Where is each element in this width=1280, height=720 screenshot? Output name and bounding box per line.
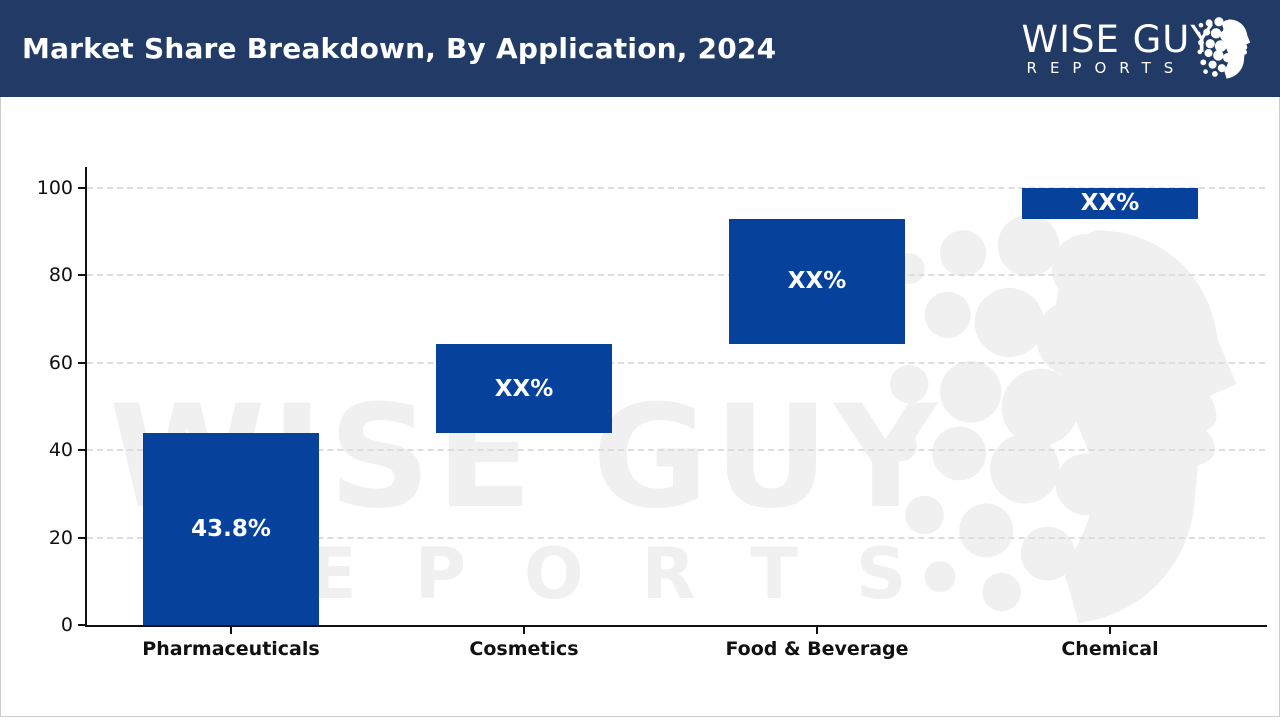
dotted-head-icon: [1196, 16, 1251, 79]
y-axis-tick-mark: [78, 536, 86, 539]
y-axis-tick-label: 20: [48, 526, 73, 549]
gridline: [87, 186, 1265, 189]
y-axis-tick-label: 0: [60, 614, 73, 636]
gridline: [87, 361, 1265, 364]
brand-subname: REPORTS: [1026, 59, 1187, 77]
y-axis-tick-label: 60: [48, 351, 73, 374]
bar-value-label: XX%: [787, 268, 847, 295]
bar-value-label: XX%: [494, 375, 554, 402]
category-label: Pharmaceuticals: [142, 638, 320, 660]
y-axis-tick-mark: [78, 361, 86, 364]
x-axis-tick-mark: [523, 627, 525, 634]
bar: XX%: [1022, 187, 1198, 219]
dotted-head-watermark-icon: [882, 214, 1237, 623]
category-label: Cosmetics: [469, 638, 579, 660]
x-axis-tick-mark: [816, 627, 818, 634]
y-axis-tick-mark: [78, 274, 86, 276]
page-title: Market Share Breakdown, By Application, …: [22, 32, 777, 65]
gridline: [87, 536, 1265, 539]
x-axis-tick-mark: [1109, 627, 1111, 634]
bar-value-label: 43.8%: [191, 516, 271, 543]
y-axis-tick-label: 40: [48, 439, 73, 461]
y-axis-tick-mark: [78, 624, 86, 626]
y-axis-tick-mark: [78, 186, 86, 189]
category-label: Chemical: [1061, 638, 1159, 660]
y-axis-tick-label: 100: [36, 176, 73, 199]
brand-name: WISE GUY: [1021, 18, 1214, 61]
bar: 43.8%: [143, 433, 319, 625]
bar: XX%: [729, 219, 905, 344]
category-label: Food & Beverage: [725, 638, 909, 660]
gridline: [87, 274, 1265, 276]
bar-value-label: XX%: [1080, 190, 1140, 217]
header-bar: Market Share Breakdown, By Application, …: [0, 0, 1280, 97]
bar: XX%: [436, 343, 612, 434]
y-axis-line: [85, 167, 87, 627]
x-axis-line: [85, 625, 1267, 627]
y-axis-tick-mark: [78, 449, 86, 451]
gridline: [87, 449, 1265, 451]
x-axis-tick-mark: [230, 627, 232, 634]
brand-logo: WISE GUY REPORTS: [1022, 8, 1252, 90]
y-axis-tick-label: 80: [48, 264, 73, 286]
brand-logo-text: WISE GUY REPORTS: [1022, 21, 1214, 76]
chart-frame: WISE GUY REPORTS 0 20 40 60 80 100 43.8% Pharma…: [0, 97, 1280, 717]
plot-area: 0 20 40 60 80 100 43.8% Pharmaceuticals XX% Cosme…: [1, 97, 1279, 715]
